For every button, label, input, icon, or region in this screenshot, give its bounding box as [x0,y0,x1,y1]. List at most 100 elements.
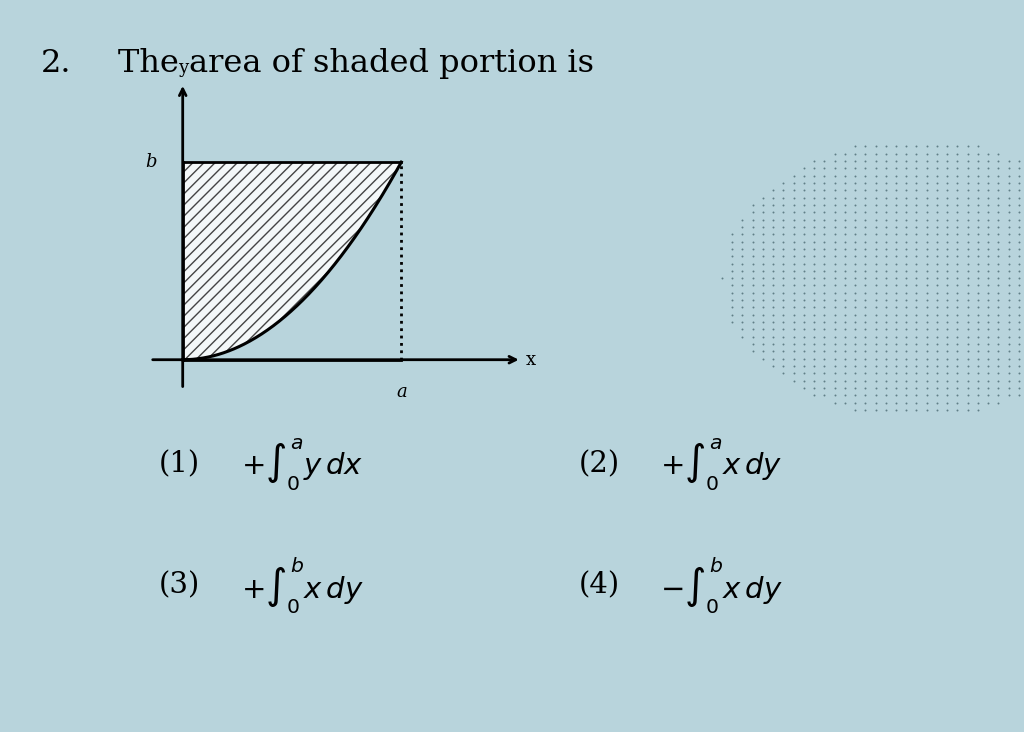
Point [1000,258,1017,269]
Point [806,236,822,247]
Point [959,309,976,321]
Point [806,287,822,299]
Point [929,375,945,386]
Point [816,280,833,291]
Point [806,221,822,233]
Point [847,324,863,335]
Point [1000,250,1017,262]
Point [1021,331,1024,343]
Text: (3): (3) [159,572,200,600]
Point [990,243,1007,255]
Point [919,214,935,225]
Point [919,184,935,196]
Point [888,155,904,167]
Point [898,367,914,379]
Point [775,360,792,372]
Point [939,338,955,350]
Point [959,324,976,335]
Point [826,228,843,240]
Point [970,280,986,291]
Point [744,243,761,255]
Point [878,148,894,160]
Point [990,316,1007,328]
Point [990,397,1007,408]
Point [908,382,925,394]
Point [878,258,894,269]
Point [970,221,986,233]
Point [1000,199,1017,211]
Point [837,258,853,269]
Point [939,265,955,277]
Point [888,141,904,152]
Point [919,221,935,233]
Point [929,382,945,394]
Point [796,192,812,203]
Point [1000,302,1017,313]
Point [959,338,976,350]
Point [847,184,863,196]
Point [929,353,945,365]
Point [980,177,996,189]
Point [816,163,833,174]
Point [837,397,853,408]
Point [980,221,996,233]
Point [785,236,802,247]
Point [929,206,945,218]
Text: x: x [526,351,536,369]
Point [878,280,894,291]
Point [796,177,812,189]
Point [826,353,843,365]
Point [1021,360,1024,372]
Point [816,338,833,350]
Point [867,141,884,152]
Point [847,199,863,211]
Point [949,294,966,306]
Point [919,287,935,299]
Point [775,353,792,365]
Point [796,346,812,357]
Point [949,360,966,372]
Point [857,243,873,255]
Point [857,375,873,386]
Point [744,287,761,299]
Point [949,389,966,401]
Point [796,324,812,335]
Point [888,324,904,335]
Point [990,353,1007,365]
Point [867,272,884,284]
Point [908,287,925,299]
Point [806,155,822,167]
Point [929,148,945,160]
Point [826,243,843,255]
Point [755,236,771,247]
Point [1000,360,1017,372]
Point [919,141,935,152]
Point [755,265,771,277]
Point [796,265,812,277]
Point [857,404,873,416]
Point [929,265,945,277]
Point [959,272,976,284]
Point [980,302,996,313]
Point [765,250,781,262]
Point [980,382,996,394]
Point [919,309,935,321]
Point [929,192,945,203]
Point [970,228,986,240]
Point [775,280,792,291]
Point [806,170,822,182]
Point [867,375,884,386]
Point [970,382,986,394]
Point [898,302,914,313]
Point [816,324,833,335]
Point [908,353,925,365]
Point [867,287,884,299]
Point [847,214,863,225]
Point [867,250,884,262]
Point [878,163,894,174]
Point [867,346,884,357]
Point [990,258,1007,269]
Point [744,331,761,343]
Point [796,199,812,211]
Point [867,265,884,277]
